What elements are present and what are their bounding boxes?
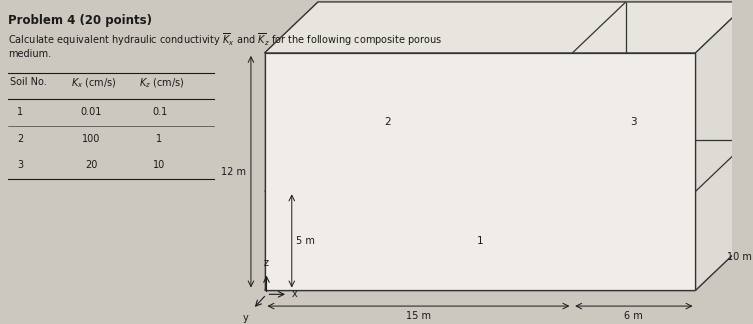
Text: 5 m: 5 m <box>296 236 315 246</box>
Text: 0.01: 0.01 <box>81 107 102 117</box>
Text: y: y <box>242 313 248 323</box>
Text: 1: 1 <box>157 134 163 144</box>
Text: 10: 10 <box>154 160 166 170</box>
Text: 3: 3 <box>630 117 637 127</box>
Text: Soil No.: Soil No. <box>10 76 47 87</box>
Text: Calculate equivalent hydraulic conductivity $\overline{K}_x$ and $\overline{K}_z: Calculate equivalent hydraulic conductiv… <box>8 31 442 48</box>
Text: 15 m: 15 m <box>406 311 431 321</box>
Text: z: z <box>264 258 269 268</box>
Text: 6 m: 6 m <box>624 311 643 321</box>
Text: 100: 100 <box>82 134 101 144</box>
Text: 0.1: 0.1 <box>152 107 167 117</box>
Text: $K_z$ (cm/s): $K_z$ (cm/s) <box>139 76 184 90</box>
Text: 1: 1 <box>17 107 23 117</box>
Text: x: x <box>292 289 297 299</box>
Text: 10 m: 10 m <box>727 252 752 262</box>
Text: $K_x$ (cm/s): $K_x$ (cm/s) <box>71 76 117 90</box>
Text: 12 m: 12 m <box>221 167 246 177</box>
Text: 2: 2 <box>17 134 23 144</box>
Text: medium.: medium. <box>8 49 51 59</box>
Text: 1: 1 <box>477 236 483 246</box>
Polygon shape <box>264 53 696 290</box>
Text: 3: 3 <box>17 160 23 170</box>
Text: 2: 2 <box>384 117 391 127</box>
Text: Problem 4 (20 points): Problem 4 (20 points) <box>8 14 152 27</box>
Polygon shape <box>696 2 749 290</box>
Polygon shape <box>264 2 749 53</box>
Text: 20: 20 <box>85 160 98 170</box>
